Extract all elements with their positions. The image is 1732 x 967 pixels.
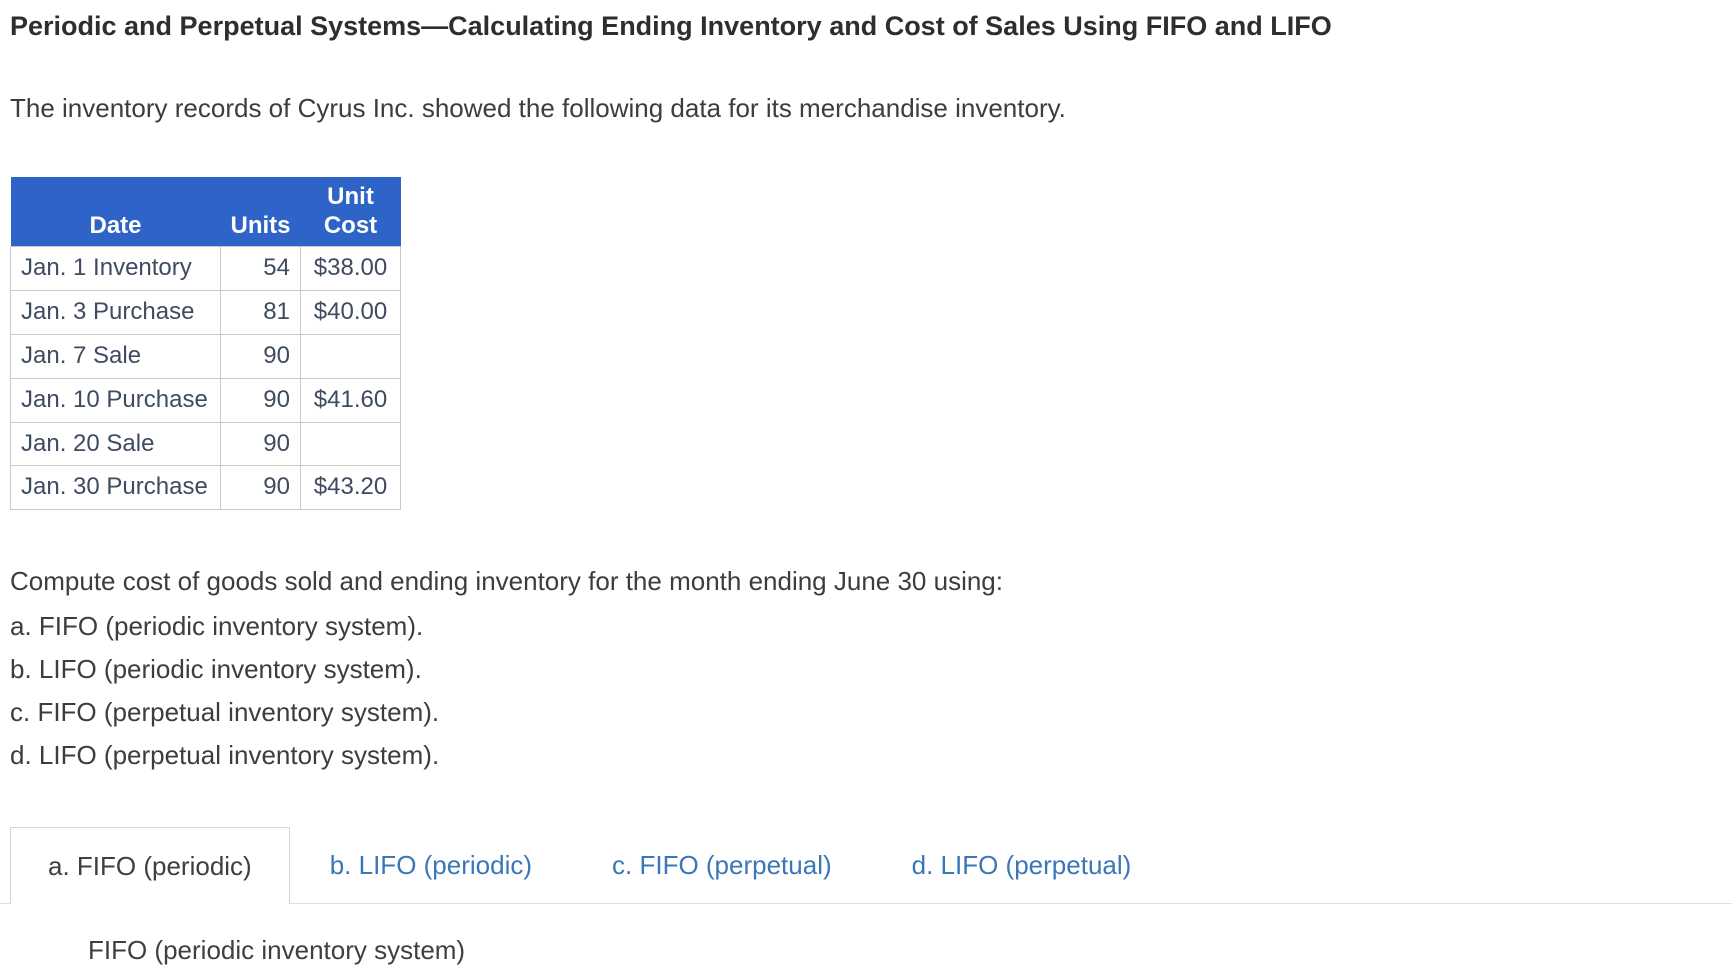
- units-cell: 90: [220, 421, 301, 467]
- units-cell: 90: [220, 334, 301, 379]
- units-cell: 90: [220, 377, 301, 423]
- unit-cost-cell: [300, 334, 401, 379]
- requirement-a: a. FIFO (periodic inventory system).: [10, 611, 424, 642]
- problem-page: Periodic and Perpetual Systems—Calculati…: [0, 11, 1732, 965]
- unit-cost-cell: $43.20: [300, 465, 401, 511]
- table-row: Jan. 3 Purchase 81 $40.00: [10, 290, 401, 336]
- table-row: Jan. 20 Sale 90: [10, 421, 401, 467]
- tab-d-lifo-perpetual[interactable]: d. LIFO (perpetual): [911, 849, 1132, 880]
- unit-cost-cell: $40.00: [300, 290, 401, 336]
- requirement-c: c. FIFO (perpetual inventory system).: [10, 697, 440, 728]
- tab-bar: a. FIFO (periodic) b. LIFO (periodic) c.…: [0, 827, 1732, 905]
- tab-content-heading-partial: FIFO (periodic inventory system): [88, 935, 466, 965]
- header-row: Date Units Unit Cost: [10, 176, 401, 247]
- unit-cost-cell: $38.00: [300, 246, 401, 292]
- date-cell: Jan. 10 Purchase: [10, 377, 221, 423]
- inventory-table: Date Units Unit Cost Jan. 1 Inventory 54…: [10, 176, 401, 511]
- tab-c-fifo-perpetual[interactable]: c. FIFO (perpetual): [612, 849, 832, 880]
- table-row: Jan. 7 Sale 90: [10, 334, 401, 379]
- table-row: Jan. 1 Inventory 54 $38.00: [10, 246, 401, 292]
- col-header-units: Units: [220, 176, 301, 247]
- col-header-date: Date: [10, 176, 221, 247]
- page-title: Periodic and Perpetual Systems—Calculati…: [10, 11, 1332, 41]
- requirement-d: d. LIFO (perpetual inventory system).: [10, 740, 440, 771]
- intro-text: The inventory records of Cyrus Inc. show…: [10, 93, 1066, 124]
- date-cell: Jan. 7 Sale: [10, 334, 221, 379]
- unit-cost-cell: [300, 421, 401, 467]
- date-cell: Jan. 3 Purchase: [10, 290, 221, 336]
- units-cell: 81: [220, 290, 301, 336]
- inventory-table-header: Date Units Unit Cost: [10, 176, 401, 247]
- date-cell: Jan. 20 Sale: [10, 421, 221, 467]
- date-cell: Jan. 1 Inventory: [10, 246, 221, 292]
- table-row: Jan. 10 Purchase 90 $41.60: [10, 377, 401, 423]
- table-row: Jan. 30 Purchase 90 $43.20: [10, 465, 401, 511]
- units-cell: 90: [220, 465, 301, 511]
- requirement-b: b. LIFO (periodic inventory system).: [10, 654, 422, 685]
- tab-b-lifo-periodic[interactable]: b. LIFO (periodic): [329, 849, 533, 880]
- unit-cost-cell: $41.60: [300, 377, 401, 423]
- tab-a-fifo-periodic[interactable]: a. FIFO (periodic): [10, 827, 290, 905]
- instructions-lead: Compute cost of goods sold and ending in…: [10, 566, 1003, 597]
- col-header-unit-cost: Unit Cost: [300, 176, 401, 247]
- units-cell: 54: [220, 246, 301, 292]
- date-cell: Jan. 30 Purchase: [10, 465, 221, 511]
